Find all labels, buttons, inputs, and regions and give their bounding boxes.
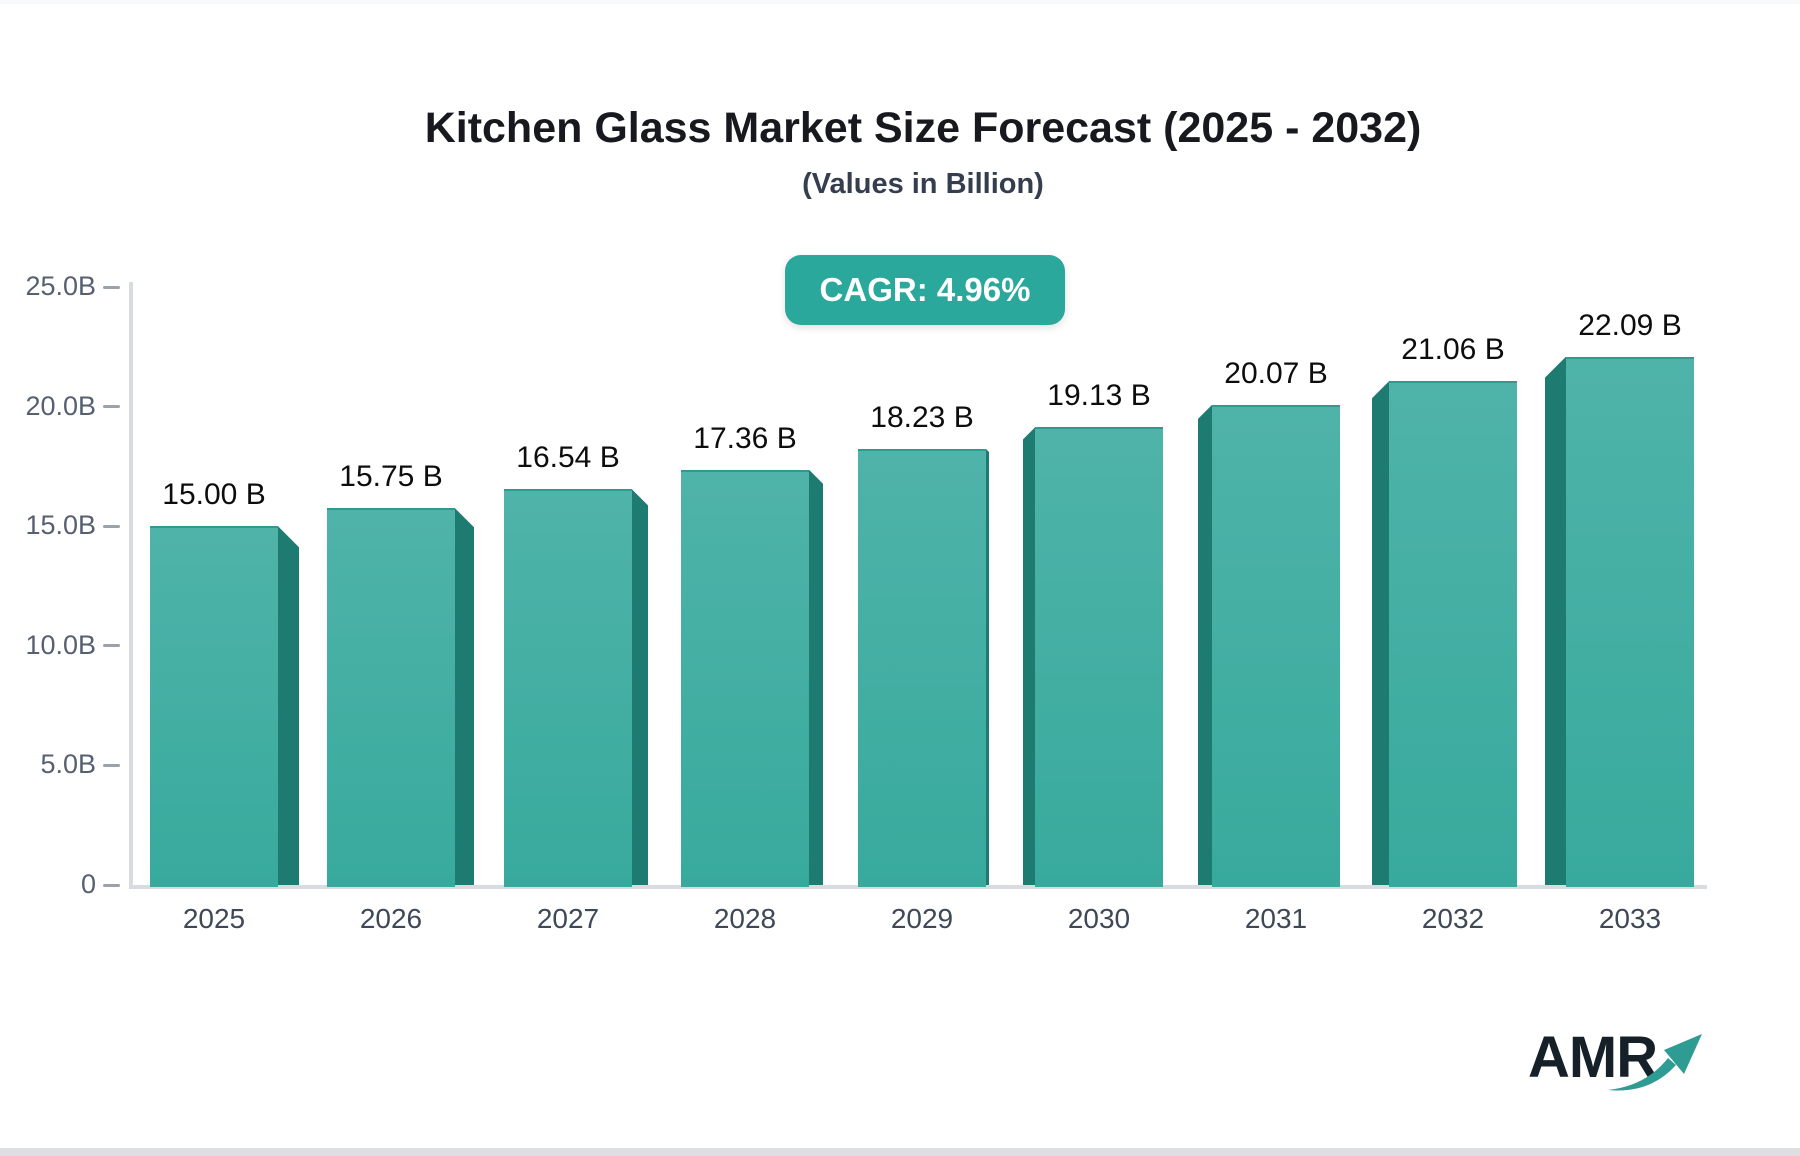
bar-2029 <box>858 448 986 887</box>
bar-value-label: 16.54 B <box>516 441 620 475</box>
bar-value-label: 19.13 B <box>1047 379 1151 413</box>
y-tick-dash <box>103 285 120 289</box>
x-tick-label: 2025 <box>182 903 246 934</box>
y-tick-label: 0 <box>80 869 96 899</box>
bar-side-face <box>455 508 474 885</box>
bar-2025 <box>150 526 278 887</box>
x-tick-label: 2032 <box>1421 903 1485 934</box>
bar-side-face <box>632 489 648 885</box>
bar-2030 <box>1035 427 1163 887</box>
top-edge-strip <box>0 0 1800 4</box>
chart-title: Kitchen Glass Market Size Forecast (2025… <box>424 104 1422 152</box>
cagr-badge: CAGR: 4.96% <box>785 255 1065 325</box>
y-tick-label: 25.0B <box>25 271 96 301</box>
bar-2031 <box>1212 404 1340 887</box>
y-axis-line <box>129 282 133 889</box>
bar-2026 <box>327 508 455 887</box>
y-tick-label: 20.0B <box>25 390 96 421</box>
x-tick-label: 2030 <box>1067 903 1131 934</box>
y-tick-label: 15.0B <box>25 510 96 541</box>
y-tick-dash <box>103 405 120 409</box>
bar-side-face <box>278 526 299 885</box>
x-tick-label: 2029 <box>890 903 954 934</box>
x-axis-line <box>129 885 1707 889</box>
bar-2027 <box>504 489 632 887</box>
bar-value-label: 21.06 B <box>1401 333 1505 367</box>
y-tick-dash <box>103 883 120 887</box>
bar-2033 <box>1566 356 1694 887</box>
bar-value-label: 20.07 B <box>1224 356 1328 390</box>
bar-side-face <box>1545 356 1566 885</box>
bar-2032 <box>1389 381 1517 887</box>
amr-logo-text: AMR <box>1528 1025 1658 1090</box>
growth-arrow-icon <box>1608 1034 1702 1091</box>
bar-side-face <box>986 448 989 885</box>
bar-value-label: 15.75 B <box>339 460 443 494</box>
bar-value-label: 17.36 B <box>693 421 797 455</box>
bottom-edge-strip <box>0 1148 1800 1156</box>
bar-value-label: 15.00 B <box>162 478 266 512</box>
y-tick-label: 5.0B <box>40 749 96 780</box>
bar-value-label: 18.23 B <box>870 400 974 434</box>
y-tick-dash <box>103 644 120 648</box>
x-tick-label: 2027 <box>536 903 600 934</box>
bar-side-face <box>1372 381 1389 885</box>
y-tick-dash <box>103 524 120 528</box>
bar-side-face <box>809 469 823 885</box>
y-tick-label: 10.0B <box>25 629 96 660</box>
x-tick-label: 2026 <box>359 903 423 934</box>
cagr-badge-label: CAGR: 4.96% <box>819 271 1031 308</box>
bar-side-face <box>1198 404 1212 885</box>
x-tick-label: 2028 <box>713 903 777 934</box>
x-tick-label: 2033 <box>1598 903 1662 934</box>
amr-logo: AMR <box>1528 1026 1718 1106</box>
bar-side-face <box>1023 427 1035 885</box>
y-tick-dash <box>103 763 120 767</box>
x-tick-label: 2031 <box>1244 903 1308 934</box>
bar-2028 <box>681 469 809 887</box>
bar-value-label: 22.09 B <box>1578 308 1682 342</box>
chart-subtitle: (Values in Billion) <box>802 168 1044 200</box>
